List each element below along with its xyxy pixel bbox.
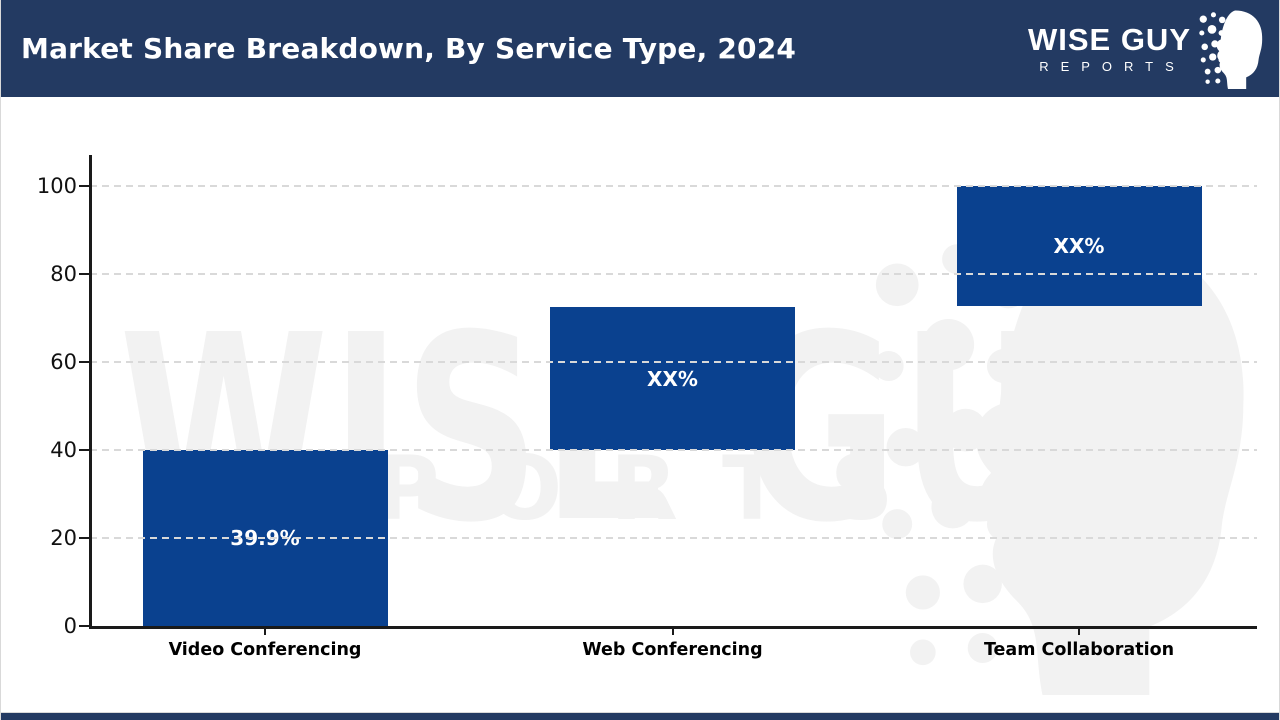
header: Market Share Breakdown, By Service Type,… xyxy=(1,0,1279,97)
gridline-100 xyxy=(90,185,1257,187)
y-tick-mark-60 xyxy=(79,361,90,363)
x-category-label-video-conferencing: Video Conferencing xyxy=(168,640,362,660)
logo-text: WISE GUY REPORTS xyxy=(1028,24,1191,73)
logo-face-icon xyxy=(1199,9,1263,89)
x-tick-mark-team-collaboration xyxy=(1078,626,1080,635)
bar-team-collaboration: XX% xyxy=(956,186,1202,307)
y-tick-mark-100 xyxy=(79,185,90,187)
page-title: Market Share Breakdown, By Service Type,… xyxy=(21,32,797,65)
gridline-80 xyxy=(90,273,1257,275)
y-tick-mark-40 xyxy=(79,449,90,451)
bar-value-label-web-conferencing: XX% xyxy=(647,366,698,391)
bar-web-conferencing: XX% xyxy=(550,307,795,450)
x-tick-mark-video-conferencing xyxy=(264,626,266,635)
y-tick-label-40: 40 xyxy=(50,438,77,462)
gridline-60 xyxy=(90,361,1257,363)
logo-wordmark: WISE GUY xyxy=(1027,22,1191,57)
y-tick-mark-0 xyxy=(79,625,90,627)
y-axis-line xyxy=(89,155,92,628)
x-category-label-web-conferencing: Web Conferencing xyxy=(582,640,763,660)
y-tick-label-20: 20 xyxy=(50,526,77,550)
y-tick-label-80: 80 xyxy=(50,262,77,286)
bar-value-label-team-collaboration: XX% xyxy=(1053,234,1105,259)
logo-subtitle: REPORTS xyxy=(1039,59,1186,74)
gridline-20 xyxy=(90,537,1257,539)
y-tick-label-60: 60 xyxy=(50,350,77,374)
wiseguy-logo: WISE GUY REPORTS xyxy=(1028,9,1279,89)
x-category-label-team-collaboration: Team Collaboration xyxy=(983,640,1175,660)
y-tick-label-0: 0 xyxy=(63,614,77,638)
x-tick-mark-web-conferencing xyxy=(671,626,674,635)
y-tick-mark-20 xyxy=(79,537,90,539)
footer-bar xyxy=(1,712,1279,720)
y-tick-mark-80 xyxy=(79,273,90,275)
y-tick-label-100: 100 xyxy=(36,174,77,198)
chart-area: WISE GUY REPORTS 0 20 40 60 80 100 39.9% XX% XX%… xyxy=(1,97,1279,713)
gridline-40 xyxy=(90,449,1257,451)
